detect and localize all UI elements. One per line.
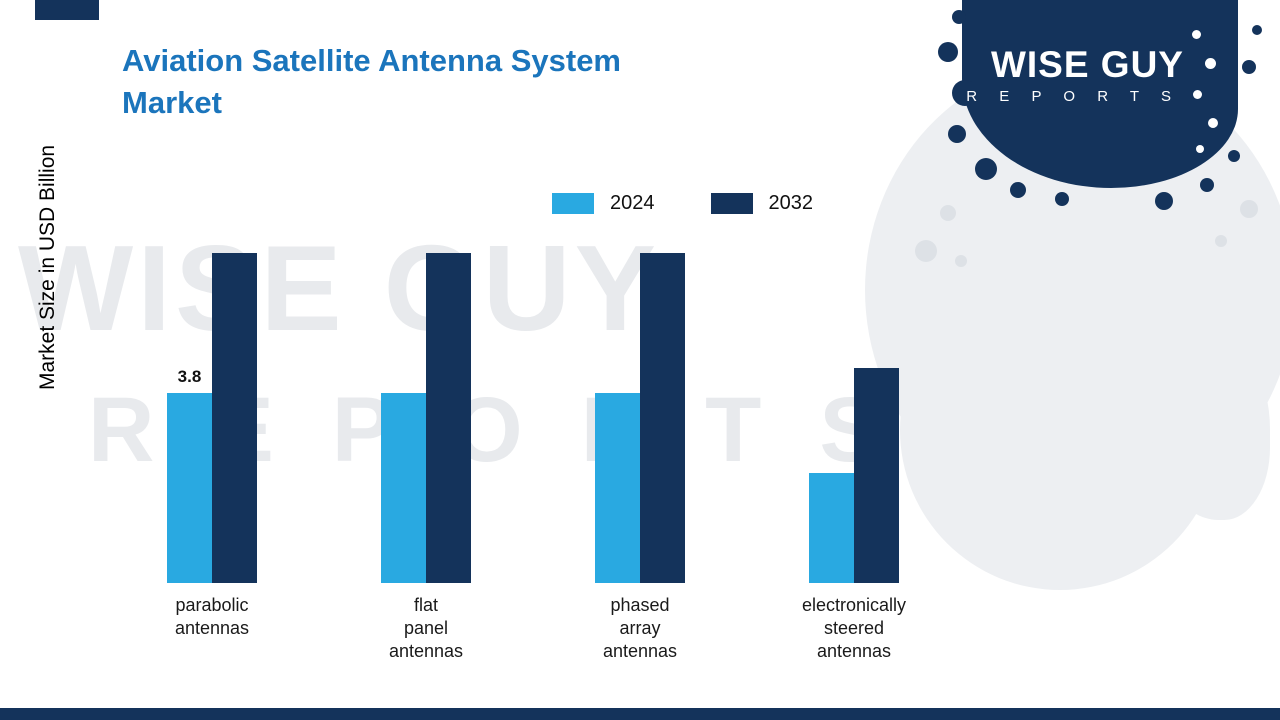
decorative-dot	[938, 42, 958, 62]
page-title: Aviation Satellite Antenna System Market	[122, 40, 621, 124]
bar-wrap	[854, 368, 899, 583]
bar-wrap	[640, 253, 685, 583]
corner-accent-bar	[35, 0, 99, 20]
decorative-dot	[1205, 58, 1216, 69]
decorative-dot	[1228, 150, 1240, 162]
decorative-dot	[915, 240, 937, 262]
chart-legend: 2024 2032	[552, 192, 813, 215]
category-label-electronically: electronically steered antennas	[801, 595, 907, 661]
page-title-line2: Market	[122, 84, 222, 120]
decorative-dot	[1242, 60, 1256, 74]
decorative-dot	[1155, 192, 1173, 210]
legend-item-2024: 2024	[552, 192, 655, 215]
bar-2024-flat	[381, 393, 426, 583]
bar-2024-parabolic	[167, 393, 212, 583]
decorative-dot	[952, 80, 978, 106]
wiseguy-logo-reports: R E P O R T S	[966, 88, 1180, 105]
bar-2024-electronically	[809, 473, 854, 583]
bar-wrap	[595, 393, 640, 583]
bar-group-electronically: electronically steered antennas	[747, 253, 961, 663]
bar-2032-phased	[640, 253, 685, 583]
legend-swatch-2032	[710, 193, 753, 214]
bar-group-parabolic: 3.8 parabolic antennas	[105, 253, 319, 663]
bar-group-phased: phased array antennas	[533, 253, 747, 663]
decorative-dot	[955, 255, 967, 267]
bar-group-flat: flat panel antennas	[319, 253, 533, 663]
decorative-dot	[975, 158, 997, 180]
legend-label-2032: 2032	[768, 192, 814, 214]
bar-2032-flat	[426, 253, 471, 583]
bars-phased	[595, 253, 685, 583]
category-label-flat: flat panel antennas	[388, 595, 464, 661]
decorative-dot	[1055, 192, 1069, 206]
decorative-dot	[952, 10, 966, 24]
decorative-dot	[1196, 145, 1204, 153]
decorative-dot	[1215, 235, 1227, 247]
legend-label-2024: 2024	[610, 192, 655, 214]
head-silhouette-watermark	[1150, 330, 1270, 520]
bar-wrap: 3.8	[167, 367, 212, 583]
category-label-parabolic: parabolic antennas	[174, 595, 250, 638]
bar-wrap	[212, 253, 257, 583]
bar-value-label: 3.8	[177, 367, 202, 386]
decorative-dot	[1200, 178, 1214, 192]
bar-2024-phased	[595, 393, 640, 583]
decorative-dot	[948, 125, 966, 143]
wiseguy-logo-name: WISE GUY	[990, 44, 1184, 85]
decorative-dot	[940, 205, 956, 221]
bars-electronically	[809, 253, 899, 583]
legend-swatch-2024	[552, 193, 594, 214]
bar-wrap	[809, 473, 854, 583]
decorative-dot	[1240, 200, 1258, 218]
bar-wrap	[381, 393, 426, 583]
page-title-line1: Aviation Satellite Antenna System	[122, 43, 621, 78]
legend-item-2032: 2032	[710, 192, 814, 215]
footer-accent-bar	[0, 708, 1280, 720]
decorative-dot	[1252, 25, 1262, 35]
bars-flat	[381, 253, 471, 583]
decorative-dot	[1208, 118, 1218, 128]
decorative-dot	[1193, 90, 1202, 99]
y-axis-label: Market Size in USD Billion	[36, 144, 59, 390]
decorative-dot	[1192, 30, 1201, 39]
bar-2032-electronically	[854, 368, 899, 583]
bar-2032-parabolic	[212, 253, 257, 583]
bar-wrap	[426, 253, 471, 583]
watermark-text-line1: WISE GUY	[18, 220, 661, 356]
category-label-phased: phased array antennas	[602, 595, 678, 661]
bars-parabolic: 3.8	[167, 253, 257, 583]
plot-area: 3.8 parabolic antennas flat panel antennas pha…	[105, 253, 961, 663]
decorative-dot	[1010, 182, 1026, 198]
